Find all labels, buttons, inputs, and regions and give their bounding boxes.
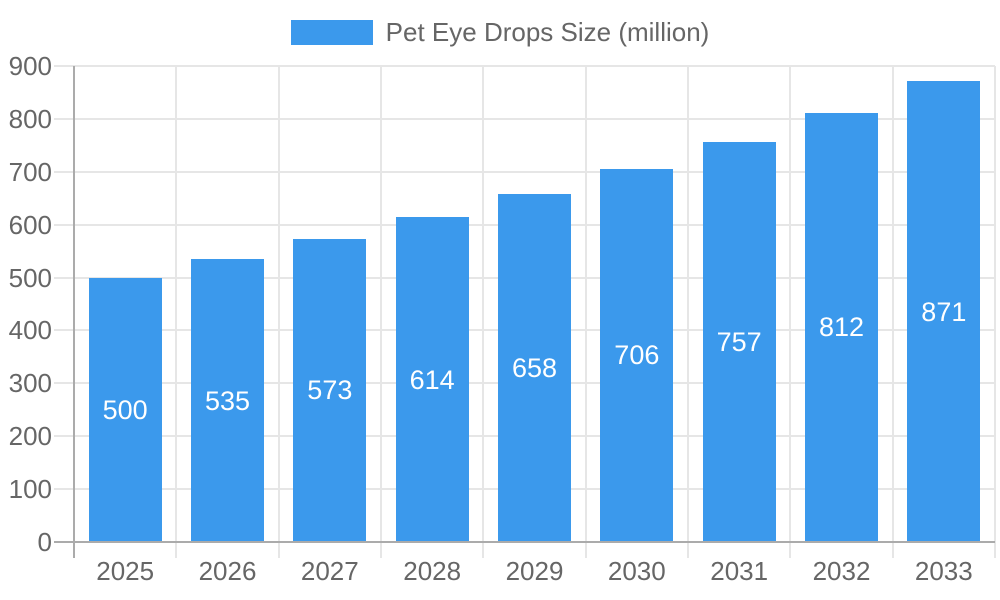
bar[interactable]: 614 [395,217,469,542]
gridline-horizontal [74,117,995,120]
bar[interactable]: 658 [498,193,571,542]
y-axis-tick-label: 300 [8,368,52,399]
y-axis-tick [54,170,74,173]
bar[interactable]: 812 [805,112,878,542]
bar-value-label: 706 [614,340,660,371]
x-axis-tick-label: 2032 [812,556,871,586]
x-axis-tick-label: 2028 [403,556,462,586]
bar[interactable]: 573 [293,238,367,542]
bar-value-label: 573 [307,375,353,406]
gridline-horizontal [74,65,995,67]
y-axis-tick [54,382,74,385]
gridline-vertical [994,66,996,542]
x-axis-tick [73,542,75,558]
gridline-vertical [584,66,587,542]
x-axis-tick [789,542,792,558]
gridline-vertical [789,66,792,542]
y-axis-tick [54,488,74,491]
x-axis-tick [482,542,485,558]
x-axis-tick-label: 2026 [198,556,257,586]
y-axis-tick [54,223,74,226]
y-axis-tick [54,541,74,543]
bar-value-label: 500 [102,394,148,425]
bar[interactable]: 535 [191,259,264,542]
y-axis-tick-label: 700 [8,156,52,187]
x-axis-tick [687,542,689,558]
bar-value-label: 812 [818,312,865,343]
x-axis-tick [584,542,587,558]
x-axis-line [74,541,995,543]
x-axis-tick [175,542,178,558]
y-axis-tick [54,276,74,279]
y-axis-tick-label: 600 [8,209,52,240]
y-axis-tick-label: 400 [8,315,52,346]
y-axis-tick-label: 800 [8,103,52,134]
bar[interactable]: 706 [600,168,674,542]
gridline-vertical [891,66,894,542]
y-axis-tick-label: 500 [8,262,52,293]
bar[interactable]: 500 [88,277,162,542]
y-axis-tick [54,117,74,120]
bar-value-label: 757 [716,326,762,357]
gridline-vertical [277,66,280,542]
y-axis-tick [54,435,74,438]
x-axis-tick-label: 2025 [96,556,155,586]
y-axis-tick-label: 100 [8,474,52,505]
bar-value-label: 614 [409,364,455,395]
gridline-vertical [687,66,689,542]
y-axis-tick [54,329,74,332]
gridline-horizontal [74,170,995,173]
legend-color-swatch [290,20,373,45]
x-axis-tick-label: 2030 [607,556,666,586]
y-axis-tick-label: 0 [37,527,52,557]
legend-label: Pet Eye Drops Size (million) [385,17,710,47]
bar-value-label: 871 [921,296,967,327]
x-axis-tick-label: 2029 [505,556,564,586]
x-axis-tick [380,542,382,558]
y-axis-line [73,66,75,542]
gridline-vertical [482,66,485,542]
y-axis-tick-label: 200 [8,421,52,452]
chart-legend[interactable]: Pet Eye Drops Size (million) [0,17,1000,48]
gridline-vertical [175,66,178,542]
x-axis-tick [891,542,894,558]
x-axis-tick-label: 2027 [300,556,359,586]
x-axis-tick-label: 2031 [710,556,769,586]
x-axis-tick [277,542,280,558]
x-axis-tick [994,542,996,558]
bar-value-label: 658 [511,352,558,383]
gridline-vertical [380,66,382,542]
y-axis-tick-label: 900 [8,51,52,81]
bar-value-label: 535 [204,385,251,416]
bar[interactable]: 871 [907,81,981,542]
bar[interactable]: 757 [702,141,776,542]
y-axis-tick [54,65,74,67]
x-axis-tick-label: 2033 [914,556,973,586]
